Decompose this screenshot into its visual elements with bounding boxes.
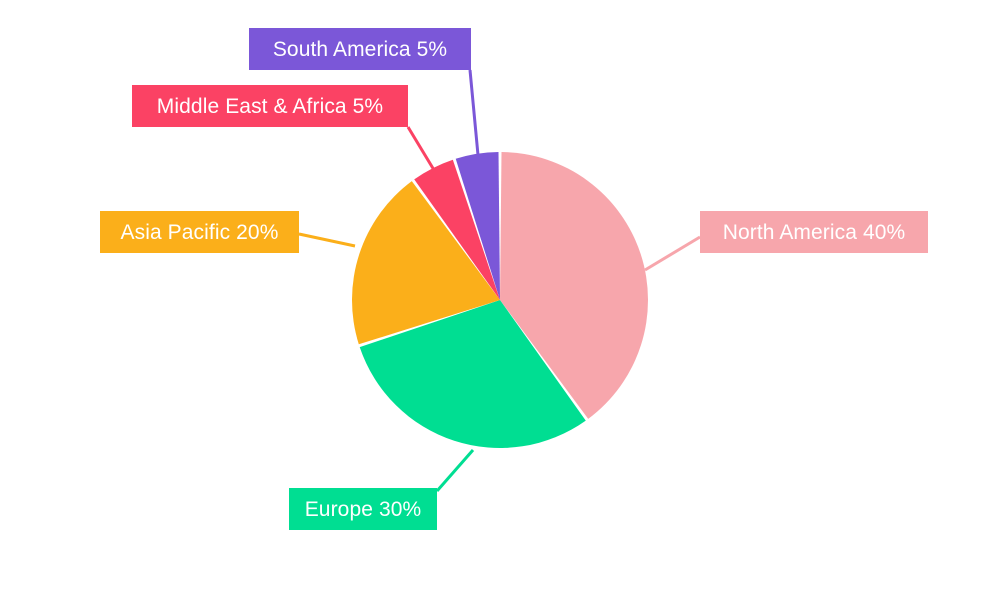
pie-leader-line: [298, 232, 356, 248]
pie-slice[interactable]: [359, 300, 586, 449]
pie-leader-line: [468, 69, 480, 156]
pie-slice-label[interactable]: Middle East & Africa 5%: [132, 85, 408, 127]
pie-slice[interactable]: [500, 152, 648, 419]
pie-leader-line: [406, 126, 439, 176]
pie-slices-group: [352, 152, 648, 449]
pie-slice[interactable]: [455, 152, 500, 300]
pie-slice-label[interactable]: North America 40%: [700, 211, 928, 253]
leader-lines-group: [298, 69, 701, 492]
pie-leader-line: [644, 235, 701, 272]
pie-slice-label[interactable]: Europe 30%: [289, 488, 437, 530]
pie-slice-label[interactable]: South America 5%: [249, 28, 471, 70]
pie-slice[interactable]: [414, 159, 500, 300]
pie-leader-line: [435, 449, 475, 492]
pie-slice[interactable]: [352, 181, 500, 345]
pie-slice-label[interactable]: Asia Pacific 20%: [100, 211, 299, 253]
